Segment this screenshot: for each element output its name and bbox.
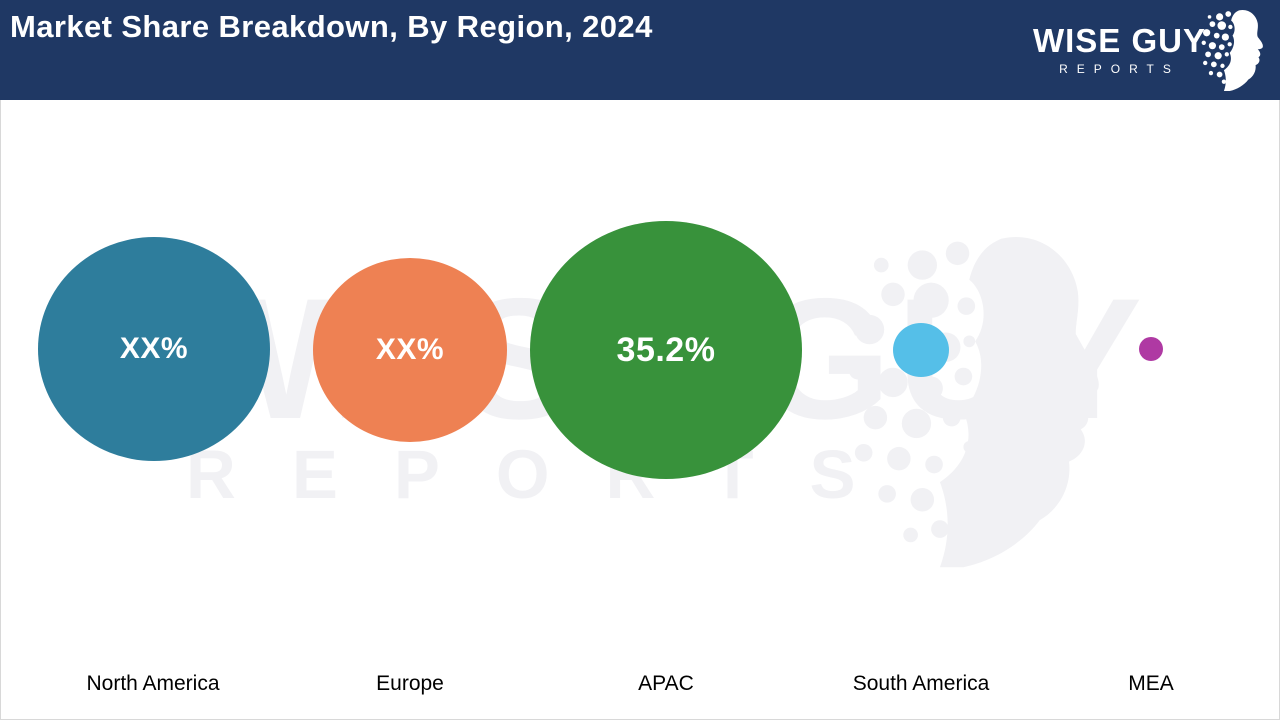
bubble-value-europe: XX% (375, 333, 445, 366)
bubble-value-north-america: XX% (119, 332, 189, 365)
logo-text: WISE GUY REPORTS (1033, 22, 1206, 76)
category-label-south-america: South America (852, 672, 990, 695)
wise-guy-logo: WISE GUY REPORTS (1032, 0, 1272, 100)
logo-subtext: REPORTS (1059, 62, 1180, 76)
category-label-north-america: North America (86, 672, 220, 695)
header-bar: Market Share Breakdown, By Region, 2024 … (0, 0, 1280, 100)
bubble-apac: 35.2% (530, 221, 802, 479)
bubble-europe: XX% (313, 258, 507, 442)
page-title: Market Share Breakdown, By Region, 2024 (10, 9, 653, 44)
logo-head-icon (1201, 9, 1263, 92)
logo-wordmark: WISE GUY (1032, 22, 1206, 59)
category-label-europe: Europe (376, 672, 444, 695)
bubble-north-america: XX% (38, 237, 270, 461)
bubble-value-apac: 35.2% (616, 330, 716, 369)
category-label-apac: APAC (638, 672, 694, 695)
category-label-mea: MEA (1128, 672, 1174, 695)
bubble-mea (1139, 337, 1163, 361)
watermark-head-icon (846, 236, 1099, 568)
bubble-south-america (893, 323, 949, 377)
